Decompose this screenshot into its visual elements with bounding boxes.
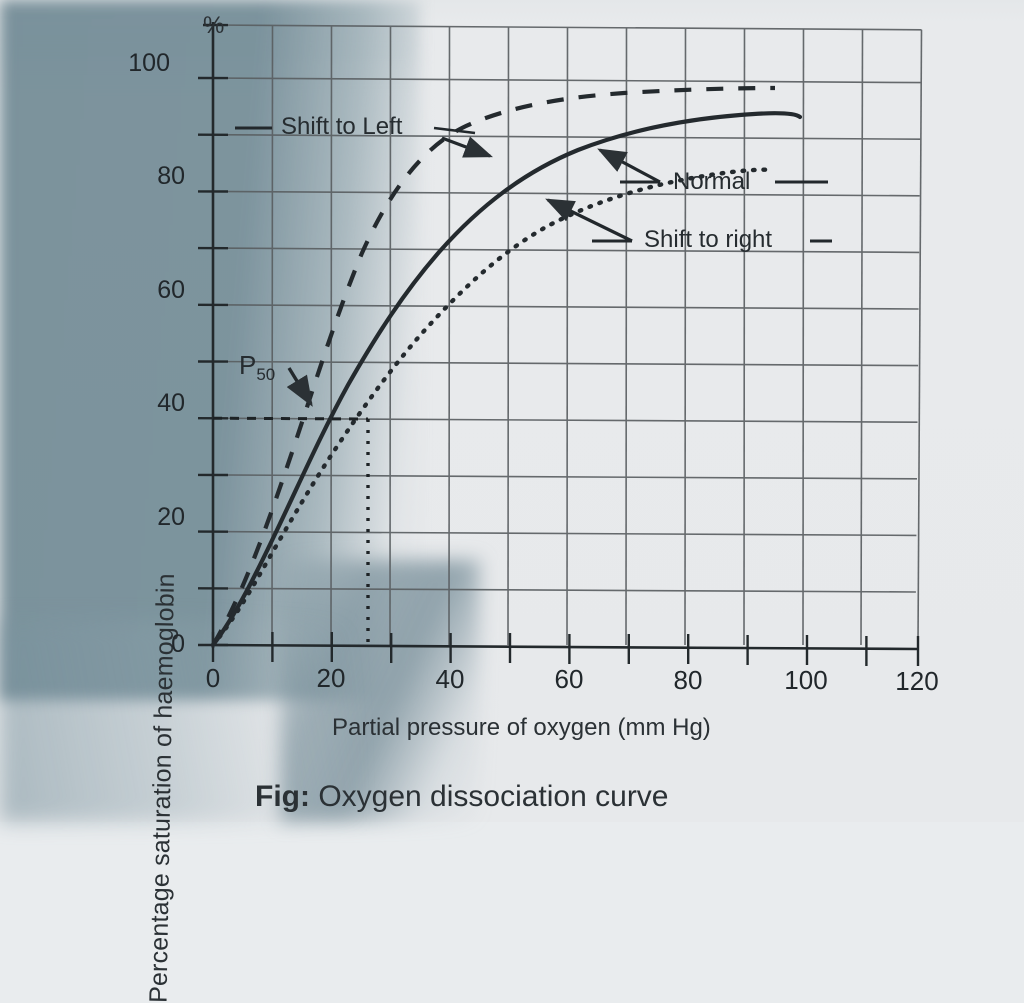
annotation-normal: Normal <box>673 168 750 196</box>
caption-prefix: Fig: <box>255 780 310 813</box>
x-tick-label-80: 80 <box>653 665 723 696</box>
x-axis-label: Partial pressure of oxygen (mm Hg) <box>332 714 711 742</box>
percent-symbol: % <box>203 12 224 40</box>
p50-arrow <box>289 368 311 404</box>
y-tick-label-20: 20 <box>125 503 185 532</box>
x-tick-label-40: 40 <box>415 664 485 695</box>
x-tick-label-60: 60 <box>534 664 604 695</box>
y-tick-label-0: 0 <box>125 630 185 659</box>
y-tick-label-40: 40 <box>125 389 185 418</box>
caption-text: Oxygen dissociation curve <box>310 780 669 813</box>
x-tick-label-120: 120 <box>882 666 952 697</box>
annotation-shift-to-right: Shift to right <box>644 226 772 254</box>
annotation-shift-to-left: Shift to Left <box>281 113 402 141</box>
p50-base: P <box>239 350 256 380</box>
x-tick-label-100: 100 <box>771 665 841 696</box>
x-tick-label-0: 0 <box>178 663 248 694</box>
p50-subscript: 50 <box>256 365 275 384</box>
y-tick-label-60: 60 <box>125 276 185 305</box>
y-tick-label-100: 100 <box>110 49 170 78</box>
annotation-p50: P50 <box>239 350 275 385</box>
y-tick-label-80: 80 <box>125 162 185 191</box>
oxygen-dissociation-figure: % Percentage saturation of haemoglobin P… <box>0 0 1024 822</box>
figure-caption: Fig: Oxygen dissociation curve <box>255 780 669 814</box>
x-tick-label-20: 20 <box>296 663 366 694</box>
